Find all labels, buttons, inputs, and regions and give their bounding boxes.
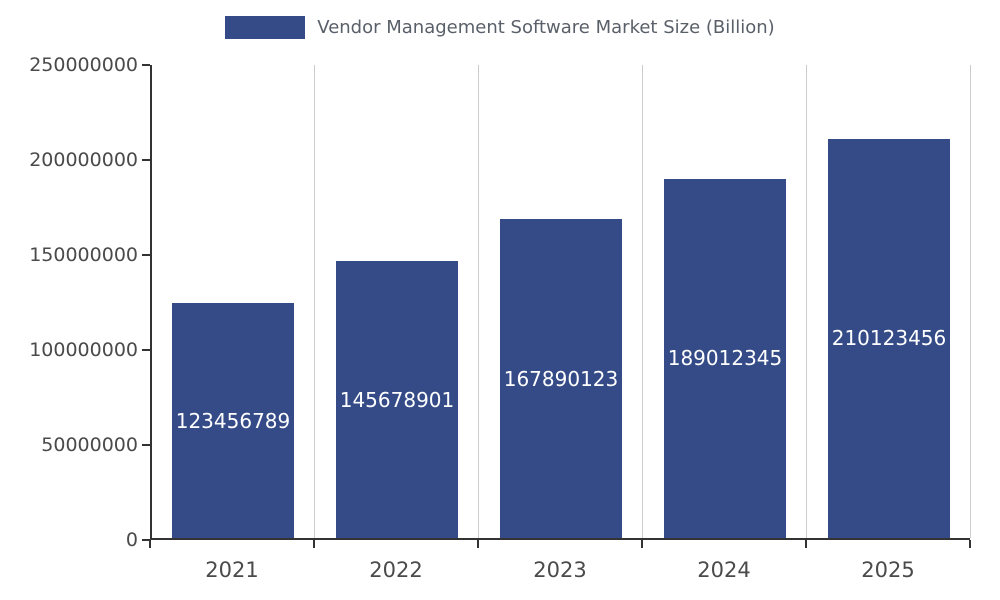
y-tick-label: 0 bbox=[125, 529, 138, 551]
chart-legend[interactable]: Vendor Management Software Market Size (… bbox=[0, 16, 1000, 39]
grid-line bbox=[642, 65, 643, 538]
x-axis-tick bbox=[641, 540, 643, 548]
bar-value-label: 189012345 bbox=[667, 346, 783, 371]
bar-value-label: 123456789 bbox=[175, 408, 291, 433]
legend-label: Vendor Management Software Market Size (… bbox=[317, 17, 775, 38]
y-tick-label: 200000000 bbox=[29, 149, 138, 171]
grid-line bbox=[314, 65, 315, 538]
legend-swatch bbox=[225, 16, 306, 39]
bar-2022 bbox=[336, 261, 458, 538]
bar-value-label: 145678901 bbox=[339, 387, 455, 412]
grid-line bbox=[806, 65, 807, 538]
y-tick-label: 150000000 bbox=[29, 244, 138, 266]
y-axis-tick bbox=[142, 254, 150, 256]
bar-value-label: 210123456 bbox=[831, 326, 947, 351]
y-axis-tick bbox=[142, 444, 150, 446]
grid-line bbox=[970, 65, 971, 538]
x-tick-label-2024: 2024 bbox=[697, 558, 751, 582]
bar-2025 bbox=[828, 138, 950, 538]
x-axis-tick bbox=[969, 540, 971, 548]
y-axis-tick bbox=[142, 349, 150, 351]
y-tick-label: 100000000 bbox=[29, 339, 138, 361]
bar-value-label: 167890123 bbox=[503, 366, 619, 391]
y-axis-tick bbox=[142, 159, 150, 161]
bar-2021 bbox=[172, 303, 294, 538]
x-axis-tick bbox=[477, 540, 479, 548]
y-axis-tick bbox=[142, 539, 150, 541]
x-axis-tick bbox=[805, 540, 807, 548]
x-tick-label-2023: 2023 bbox=[533, 558, 587, 582]
bar-2023 bbox=[500, 219, 622, 538]
x-tick-label-2021: 2021 bbox=[205, 558, 259, 582]
grid-line bbox=[478, 65, 479, 538]
x-axis-tick bbox=[149, 540, 151, 548]
plot-area: 123456789 145678901 167890123 189012345 2101… bbox=[150, 65, 971, 540]
bar-2024 bbox=[664, 178, 786, 538]
x-tick-label-2022: 2022 bbox=[369, 558, 423, 582]
y-tick-label: 250000000 bbox=[29, 54, 138, 76]
y-axis-tick bbox=[142, 64, 150, 66]
x-axis-tick bbox=[313, 540, 315, 548]
x-tick-label-2025: 2025 bbox=[861, 558, 915, 582]
y-tick-label: 50000000 bbox=[41, 434, 138, 456]
